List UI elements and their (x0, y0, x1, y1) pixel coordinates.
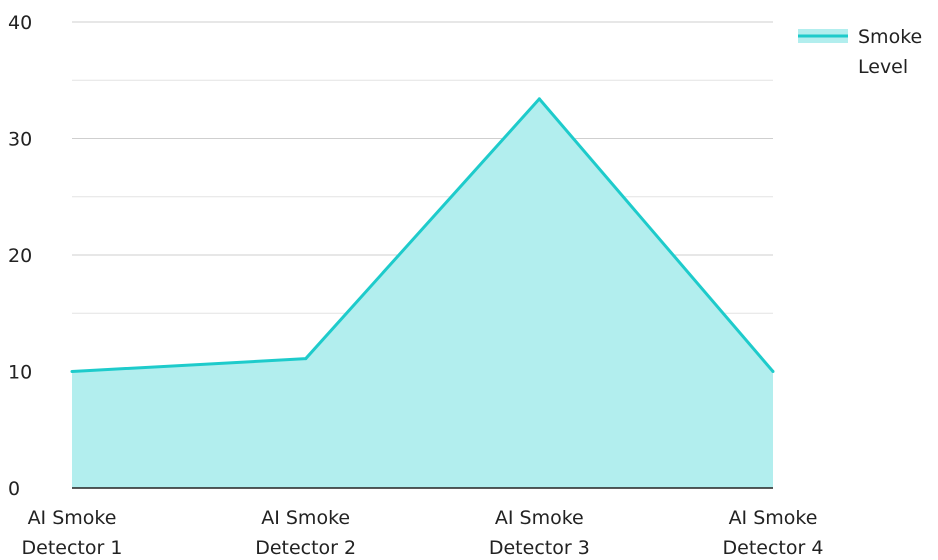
x-tick-label: AI Smoke Detector 3 (489, 507, 590, 559)
legend-label: Smoke Level (858, 26, 922, 78)
area-fill (72, 98, 773, 488)
y-tick-label: 0 (8, 478, 20, 500)
x-tick-label: AI Smoke Detector 4 (723, 507, 824, 559)
x-tick-label: AI Smoke Detector 2 (255, 507, 356, 559)
data-point-2 (304, 357, 308, 361)
y-tick-label: 10 (8, 362, 32, 384)
x-tick-label: AI Smoke Detector 1 (22, 507, 123, 559)
data-point-4 (771, 370, 775, 373)
series-area (70, 97, 775, 488)
y-tick-label: 20 (8, 245, 32, 267)
tick-labels: 0 10 20 30 40 AI Smoke Detector 1 AI Smoke Detec… (8, 12, 823, 559)
series-line (71, 97, 775, 373)
legend: Smoke Level (798, 26, 922, 78)
data-point-1 (70, 370, 74, 373)
data-point-3 (537, 97, 541, 101)
y-tick-label: 30 (8, 129, 32, 151)
y-tick-label: 40 (8, 12, 32, 34)
